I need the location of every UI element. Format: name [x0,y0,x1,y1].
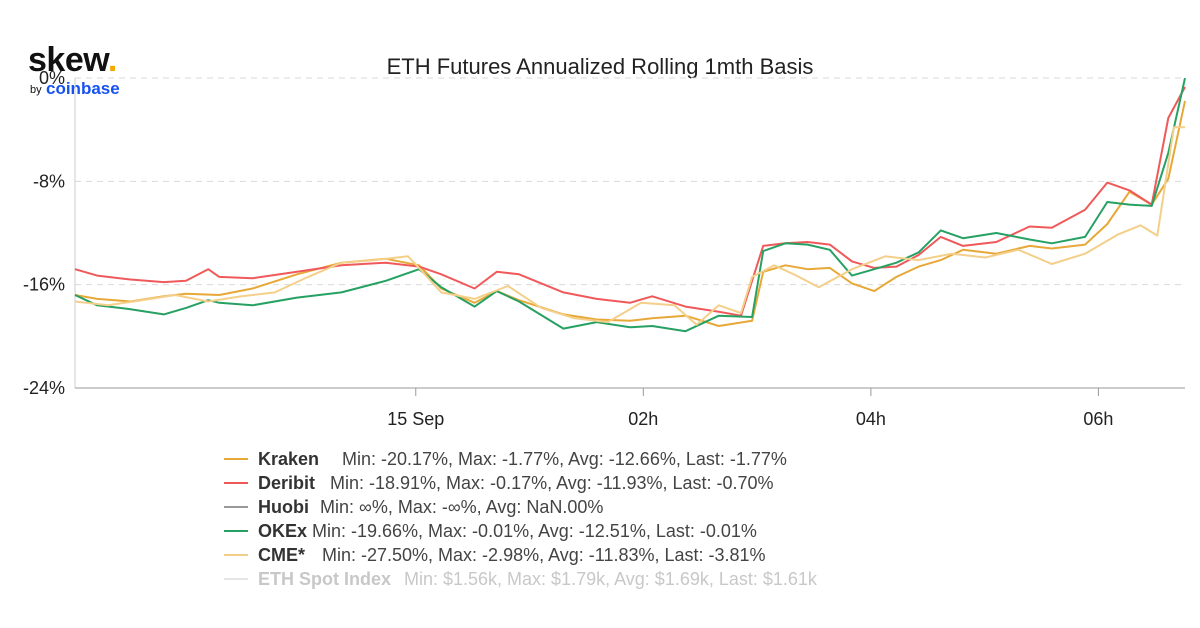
legend-series-stats: Min: ∞%, Max: -∞%, Avg: NaN.00% [320,497,604,517]
y-tick-label: 0% [39,68,65,88]
series-line-cme [74,126,1185,326]
legend-series-name: Huobi [258,497,309,517]
y-tick-label: -16% [23,275,65,295]
legend-series-name: Deribit [258,473,316,493]
legend-swatch [224,482,248,484]
logo-wordmark: skew. [28,41,117,79]
legend-series-name: Kraken [258,449,320,469]
y-tick-label: -8% [33,171,65,191]
series-line-okex [74,77,1186,333]
legend-series-stats: Min: -27.50%, Max: -2.98%, Avg: -11.83%,… [322,545,766,565]
legend-series-stats: Min: -19.66%, Max: -0.01%, Avg: -12.51%,… [312,521,757,541]
legend-swatch [224,578,248,580]
x-tick-label: 04h [856,409,886,429]
x-tick-label: 15 Sep [387,409,444,429]
legend-series-name: CME* [258,545,306,565]
series-line-deribit [74,86,1186,317]
chart-title: ETH Futures Annualized Rolling 1mth Basi… [386,54,814,79]
y-tick-label: -24% [23,378,65,398]
legend-series-name: ETH Spot Index [258,569,392,589]
legend-swatch [224,458,248,460]
skew-logo: skew. by coinbase [28,40,138,100]
series-line-kraken [74,100,1186,327]
x-tick-label: 02h [628,409,658,429]
legend-swatch [224,530,248,532]
logo-by-text: by [30,84,42,96]
legend-swatch [224,554,248,556]
legend-series-stats: Min: -20.17%, Max: -1.77%, Avg: -12.66%,… [342,449,787,469]
legend-series-stats: Min: -18.91%, Max: -0.17%, Avg: -11.93%,… [330,473,774,493]
legend-series-name: OKEx [258,521,308,541]
legend-series-stats: Min: $1.56k, Max: $1.79k, Avg: $1.69k, L… [404,569,817,589]
logo-coinbase-text: coinbase [46,79,120,98]
x-tick-label: 06h [1083,409,1113,429]
legend-swatch [224,506,248,508]
basis-line-chart: 0% -8% -16% -24% 15 Sep 02h 04h 06h [23,68,1186,429]
